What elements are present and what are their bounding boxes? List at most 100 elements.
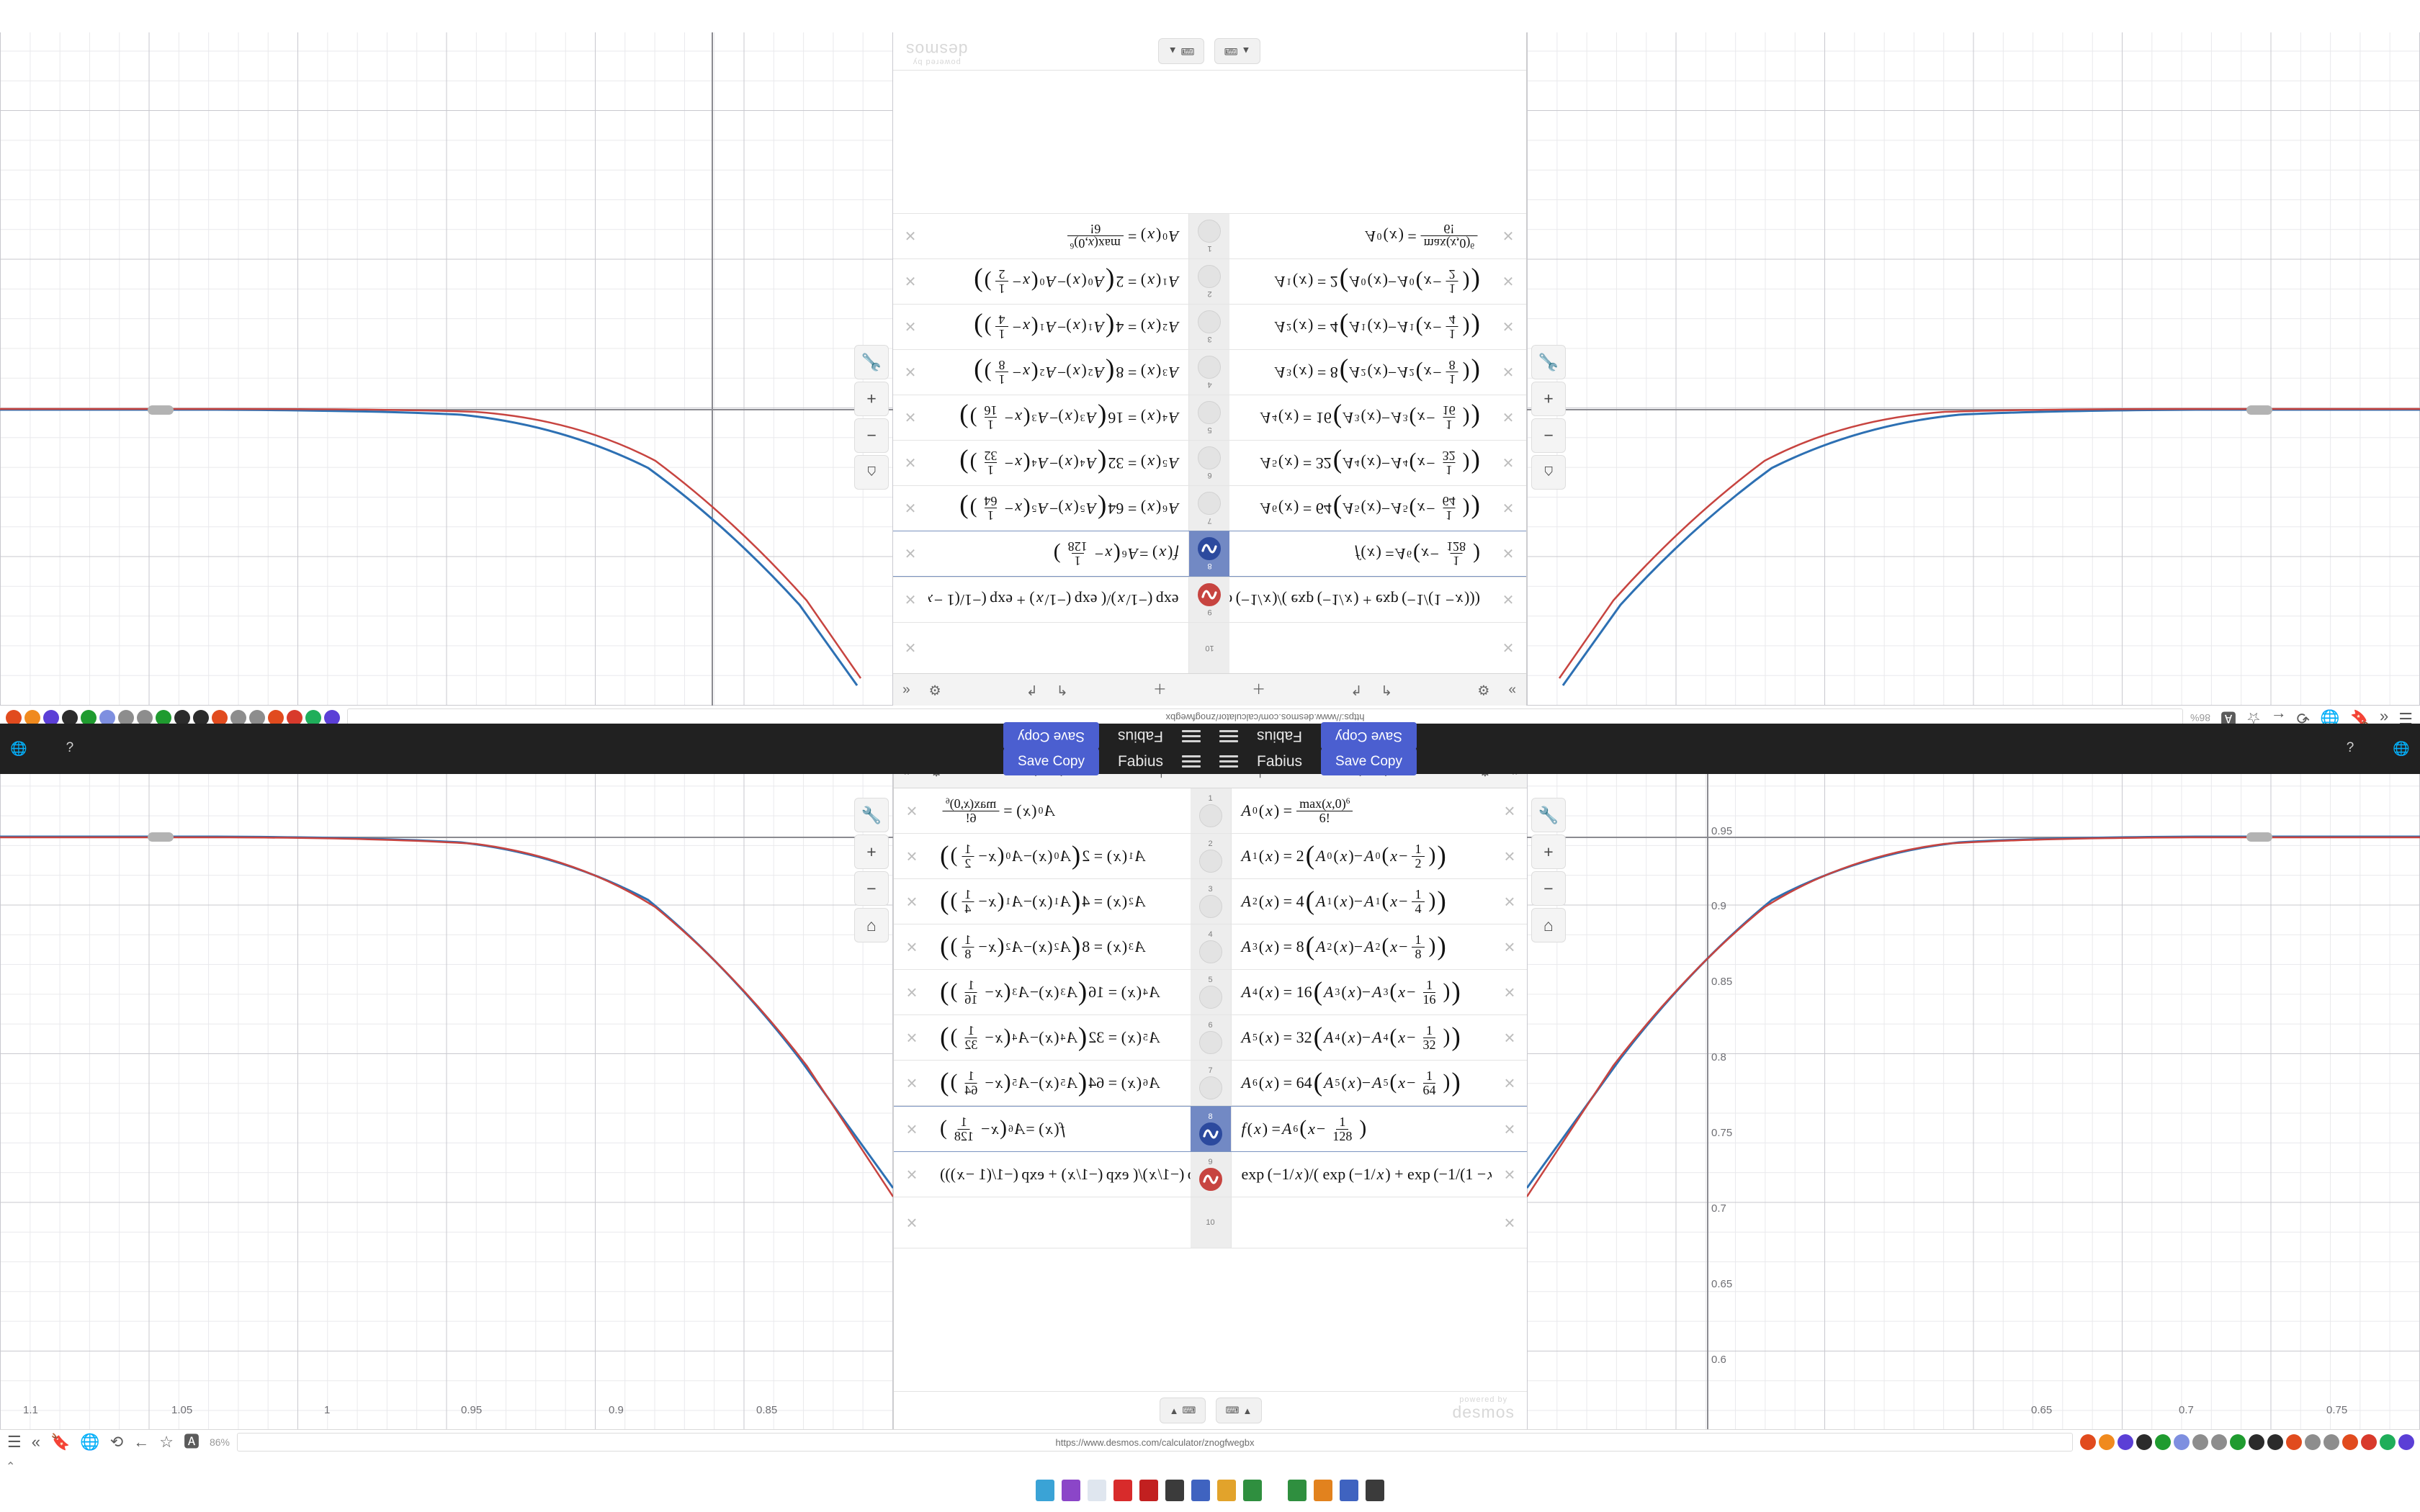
os-taskbar[interactable] bbox=[0, 1469, 2420, 1512]
expression-index-cell[interactable]: 10 bbox=[1188, 623, 1230, 673]
expression-color-toggle[interactable] bbox=[1198, 492, 1222, 516]
expression-color-toggle[interactable] bbox=[1198, 1122, 1222, 1146]
translate-icon-2[interactable]: 🅰 bbox=[183, 1433, 200, 1451]
axis-drag-handle[interactable] bbox=[2246, 405, 2272, 415]
expression-row[interactable]: × f(x) = A 6(x − 1 128) 8 f(x) = A 6(x − 1 128)… bbox=[894, 1106, 1528, 1152]
zoom-in-icon-4[interactable]: + bbox=[1531, 834, 1566, 869]
wrench-icon-2[interactable]: 🔧 bbox=[854, 345, 889, 379]
star-icon-2[interactable]: ☆ bbox=[159, 1433, 174, 1451]
delete-expression-icon[interactable]: × bbox=[906, 935, 918, 958]
delete-expression-icon[interactable]: × bbox=[905, 225, 916, 248]
delete-expression-icon[interactable]: × bbox=[905, 543, 916, 565]
wrench-icon-4[interactable]: 🔧 bbox=[1531, 798, 1566, 832]
delete-expression-icon[interactable]: × bbox=[1502, 316, 1514, 338]
hamburger-icon-2[interactable]: ☰ bbox=[7, 1433, 22, 1451]
delete-expression-icon[interactable]: × bbox=[906, 1163, 918, 1185]
expression-math[interactable]: A 0(x) = max(x,0)6 6! bbox=[928, 214, 1189, 258]
wrench-icon-3[interactable]: 🔧 bbox=[854, 798, 889, 832]
expression-math[interactable]: A 2(x) = 4(A 1(x)− A 1(x − 1 4)) bbox=[1241, 886, 1446, 917]
add-expression-icon[interactable]: ＋ bbox=[1252, 680, 1266, 696]
delete-expression-icon[interactable]: × bbox=[906, 1211, 918, 1233]
taskbar-icon[interactable] bbox=[1366, 1480, 1384, 1501]
taskbar-icon[interactable] bbox=[1288, 1480, 1307, 1501]
redo-arrow-icon-2[interactable]: ↱ bbox=[1026, 682, 1038, 698]
taskbar-icon[interactable] bbox=[1243, 1480, 1262, 1501]
delete-expression-icon[interactable]: × bbox=[1504, 1026, 1515, 1048]
expression-index-cell[interactable]: 6 bbox=[1188, 441, 1230, 485]
expression-index-cell[interactable]: 9 bbox=[1188, 577, 1230, 622]
taskbar-icon[interactable] bbox=[1139, 1480, 1158, 1501]
keyboard-button-4[interactable]: ⌨ ▲ bbox=[1216, 1398, 1262, 1423]
url-bar-2[interactable]: https://www.desmos.com/calculator/znogfw… bbox=[237, 1433, 2073, 1452]
add-expression-icon-2[interactable]: ＋ bbox=[1152, 680, 1167, 696]
expression-index-cell[interactable]: 5 bbox=[1190, 970, 1232, 1014]
taskbar-icon[interactable] bbox=[1113, 1480, 1132, 1501]
keyboard-button-2[interactable]: ⌨ ▲ bbox=[1158, 38, 1204, 64]
taskbar-icon[interactable] bbox=[1191, 1480, 1210, 1501]
expression-color-toggle[interactable] bbox=[1198, 985, 1222, 1009]
expression-row[interactable]: × A 4(x) = 16(A 3(x)− A 3(x − 1 16)) 5 A 4(x) = 1… bbox=[892, 395, 1526, 440]
globe-icon-2[interactable]: 🌐 bbox=[80, 1433, 100, 1451]
globe-icon-4[interactable]: 🌐 bbox=[2393, 742, 2410, 757]
hamburger-icon-6[interactable] bbox=[1219, 755, 1238, 768]
expression-math[interactable]: exp (−1/x)/( exp (−1/x) + exp (−1/(1 − x… bbox=[928, 591, 1179, 609]
zoom-in-icon-3[interactable]: + bbox=[854, 834, 889, 869]
home-icon-2[interactable]: ⌂ bbox=[854, 455, 889, 490]
expression-row[interactable]: × A 0(x) = max(x,0)6 6! 1 A 0(x) = max(x,0)6 6! × bbox=[894, 788, 1528, 834]
delete-expression-icon[interactable]: × bbox=[1502, 225, 1514, 248]
axis-drag-handle-4[interactable] bbox=[2246, 832, 2272, 842]
delete-expression-icon[interactable]: × bbox=[906, 981, 918, 1003]
graph-canvas-left[interactable]: ⌂ − + 🔧 bbox=[1527, 32, 2420, 706]
expression-color-toggle[interactable] bbox=[1198, 401, 1222, 425]
expression-math[interactable]: A 6(x) = 64(A 5(x)− A 5(x − 1 64)) bbox=[1241, 1068, 1461, 1098]
expression-color-toggle[interactable] bbox=[1198, 537, 1222, 561]
expression-index-cell[interactable]: 4 bbox=[1190, 924, 1232, 969]
delete-expression-icon[interactable]: × bbox=[1502, 361, 1514, 384]
graph-canvas-right-3[interactable]: 🔧 + − ⌂ 1 0.95 0.9 0.85 0.8 0.75 0.7 0.6… bbox=[1527, 756, 2420, 1429]
expression-row[interactable]: × A 6(x) = 64(A 5(x)− A 5(x − 1 64)) 7 A 6(x) = 6… bbox=[892, 485, 1526, 531]
expression-row[interactable]: × A 1(x) = 2(A 0(x)− A 0(x − 1 2)) 2 A 1(x) = 2(A… bbox=[892, 258, 1526, 304]
expression-list-top[interactable]: × 10 × × exp (−1/x)/( exp (−1/x) + exp (−1/(… bbox=[892, 71, 1526, 673]
expression-list-bottom[interactable]: × A 0(x) = max(x,0)6 6! 1 A 0(x) = max(x,0)6 6! × ×… bbox=[894, 788, 1528, 1391]
expression-row[interactable]: × exp (−1/x)/( exp (−1/x) + exp (−1/(1 − … bbox=[894, 1152, 1528, 1197]
zoom-out-icon-4[interactable]: − bbox=[1531, 871, 1566, 906]
expression-math[interactable]: A 2(x) = 4(A 1(x)− A 1(x − 1 4)) bbox=[974, 312, 1179, 342]
delete-expression-icon[interactable]: × bbox=[906, 890, 918, 912]
delete-expression-icon[interactable]: × bbox=[1504, 799, 1515, 822]
delete-expression-icon[interactable]: × bbox=[906, 799, 918, 822]
delete-expression-icon[interactable]: × bbox=[906, 1071, 918, 1094]
home-icon[interactable]: ⌂ bbox=[1531, 455, 1566, 490]
graph-controls-left-2[interactable]: 🔧 + − ⌂ bbox=[854, 798, 889, 942]
dark-bar-right-icons[interactable]: ? 🌐 bbox=[2347, 740, 2410, 757]
expression-color-toggle[interactable] bbox=[1198, 804, 1222, 827]
expression-index-cell[interactable]: 1 bbox=[1190, 788, 1232, 833]
expression-color-toggle[interactable] bbox=[1198, 356, 1222, 379]
delete-expression-icon[interactable]: × bbox=[906, 845, 918, 867]
expression-index-cell[interactable]: 10 bbox=[1190, 1197, 1232, 1248]
expression-row[interactable]: × A 3(x) = 8(A 2(x)− A 2(x − 1 8)) 4 A 3(x) = 8(A… bbox=[894, 924, 1528, 970]
chevrons-right-icon[interactable]: » bbox=[1508, 683, 1516, 698]
expression-index-cell[interactable]: 8 bbox=[1190, 1107, 1232, 1151]
expression-index-cell[interactable]: 2 bbox=[1190, 834, 1232, 878]
hamburger-icon-5[interactable] bbox=[1182, 755, 1201, 768]
expression-color-toggle[interactable] bbox=[1198, 894, 1222, 918]
expression-color-toggle[interactable] bbox=[1198, 1030, 1222, 1054]
keyboard-button-3[interactable]: ▲ ⌨ bbox=[1160, 1398, 1206, 1423]
delete-expression-icon[interactable]: × bbox=[1504, 845, 1515, 867]
delete-expression-icon[interactable]: × bbox=[1502, 498, 1514, 520]
delete-expression-icon[interactable]: × bbox=[1502, 271, 1514, 293]
delete-expression-icon[interactable]: × bbox=[905, 498, 916, 520]
gear-icon[interactable]: ⚙ bbox=[1477, 682, 1490, 698]
expression-row[interactable]: × 10 × bbox=[892, 622, 1526, 673]
expression-row[interactable]: × f(x) = A 6(x − 1 128) 8 f(x) = A 6(x − 1 128)… bbox=[892, 531, 1526, 577]
taskbar-icon[interactable] bbox=[1340, 1480, 1358, 1501]
expression-color-toggle[interactable] bbox=[1198, 940, 1222, 963]
expression-row[interactable]: × A 4(x) = 16(A 3(x)− A 3(x − 1 16)) 5 A 4(x) = 1… bbox=[894, 970, 1528, 1015]
keyboard-button[interactable]: ▲ ⌨ bbox=[1214, 38, 1260, 64]
delete-expression-icon[interactable]: × bbox=[1504, 935, 1515, 958]
delete-expression-icon[interactable]: × bbox=[1504, 1211, 1515, 1233]
expression-color-toggle[interactable] bbox=[1198, 220, 1222, 243]
expression-color-toggle[interactable] bbox=[1198, 1167, 1222, 1191]
expression-color-toggle[interactable] bbox=[1198, 265, 1222, 289]
zoom-out-icon[interactable]: − bbox=[1531, 418, 1566, 453]
